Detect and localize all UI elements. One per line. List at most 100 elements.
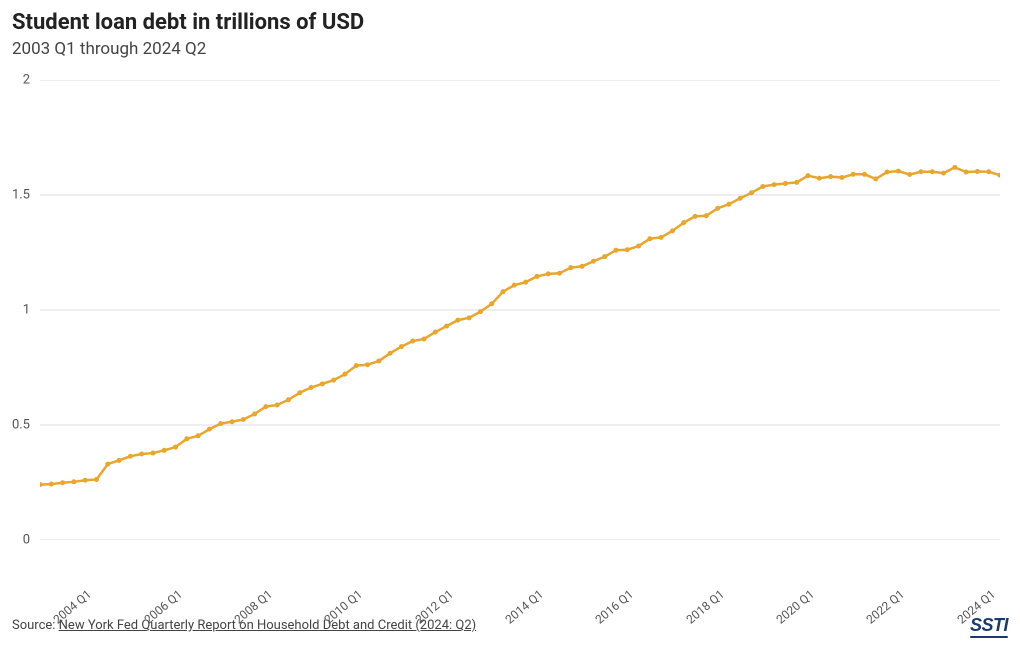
data-point <box>568 265 573 270</box>
data-point <box>602 254 607 259</box>
data-point <box>275 402 280 407</box>
data-point <box>828 174 833 179</box>
data-point <box>309 385 314 390</box>
data-point <box>388 351 393 356</box>
data-point <box>207 427 212 432</box>
y-axis: 00.511.52 <box>0 80 36 540</box>
data-point <box>455 318 460 323</box>
data-point <box>444 324 449 329</box>
data-point <box>839 175 844 180</box>
chart-plot-area <box>40 80 1000 540</box>
data-point <box>252 411 257 416</box>
data-point <box>331 378 336 383</box>
data-point <box>941 171 946 176</box>
source-text: Source: New York Fed Quarterly Report on… <box>12 618 476 633</box>
data-point <box>40 482 43 487</box>
data-point <box>614 248 619 253</box>
data-point <box>738 196 743 201</box>
data-point <box>71 479 76 484</box>
data-point <box>975 169 980 174</box>
data-point <box>162 448 167 453</box>
data-point <box>693 214 698 219</box>
data-point <box>670 228 675 233</box>
data-point <box>512 283 517 288</box>
source-link[interactable]: New York Fed Quarterly Report on Househo… <box>59 618 477 633</box>
data-point <box>410 339 415 344</box>
data-point <box>365 362 370 367</box>
data-point <box>704 213 709 218</box>
data-point <box>794 180 799 185</box>
title-block: Student loan debt in trillions of USD 20… <box>12 10 364 59</box>
data-point <box>659 235 664 240</box>
data-point <box>625 247 630 252</box>
data-point <box>873 176 878 181</box>
data-point <box>150 451 155 456</box>
data-point <box>636 244 641 249</box>
data-point <box>760 184 765 189</box>
data-point <box>591 259 596 264</box>
data-point <box>783 181 788 186</box>
data-point <box>94 477 99 482</box>
x-axis: 2004 Q12006 Q12008 Q12010 Q12012 Q12014 … <box>40 545 1000 600</box>
data-point <box>478 309 483 314</box>
data-point <box>433 330 438 335</box>
data-point <box>986 169 991 174</box>
data-point <box>523 280 528 285</box>
data-point <box>546 271 551 276</box>
data-point <box>184 436 189 441</box>
data-point <box>128 454 133 459</box>
data-point <box>501 289 506 294</box>
data-point <box>681 220 686 225</box>
chart-title: Student loan debt in trillions of USD <box>12 10 364 35</box>
data-point <box>60 480 65 485</box>
y-tick-label: 0.5 <box>12 418 30 433</box>
data-point <box>930 169 935 174</box>
y-tick-label: 1 <box>23 303 30 318</box>
data-point <box>964 170 969 175</box>
data-point <box>772 182 777 187</box>
data-point <box>354 363 359 368</box>
data-point <box>580 264 585 269</box>
chart-footer: Source: New York Fed Quarterly Report on… <box>12 615 1008 636</box>
data-point <box>218 421 223 426</box>
data-point <box>715 206 720 211</box>
data-point <box>806 173 811 178</box>
data-point <box>117 458 122 463</box>
data-point <box>862 172 867 177</box>
y-tick-label: 2 <box>23 73 30 88</box>
data-point <box>896 169 901 174</box>
data-point <box>749 190 754 195</box>
data-point <box>230 419 235 424</box>
data-point <box>907 172 912 177</box>
data-point <box>467 315 472 320</box>
data-point <box>851 172 856 177</box>
chart-subtitle: 2003 Q1 through 2024 Q2 <box>12 39 364 59</box>
data-point <box>647 236 652 241</box>
data-point <box>817 176 822 181</box>
data-point <box>241 417 246 422</box>
data-point <box>885 170 890 175</box>
data-point <box>534 274 539 279</box>
data-point <box>557 271 562 276</box>
ssti-logo: SSTI <box>970 615 1008 636</box>
data-point <box>399 344 404 349</box>
data-line <box>40 167 1000 484</box>
data-point <box>342 372 347 377</box>
data-point <box>952 165 957 170</box>
data-point <box>286 397 291 402</box>
data-point <box>49 482 54 487</box>
chart-container: Student loan debt in trillions of USD 20… <box>0 0 1020 650</box>
y-tick-label: 1.5 <box>12 188 30 203</box>
data-point <box>139 451 144 456</box>
data-point <box>173 445 178 450</box>
data-point <box>376 359 381 364</box>
data-point <box>489 301 494 306</box>
data-point <box>297 390 302 395</box>
data-point <box>83 478 88 483</box>
data-point <box>105 462 110 467</box>
source-prefix: Source: <box>12 618 59 633</box>
data-point <box>422 336 427 341</box>
y-tick-label: 0 <box>23 533 30 548</box>
data-point <box>263 404 268 409</box>
data-point <box>726 202 731 207</box>
